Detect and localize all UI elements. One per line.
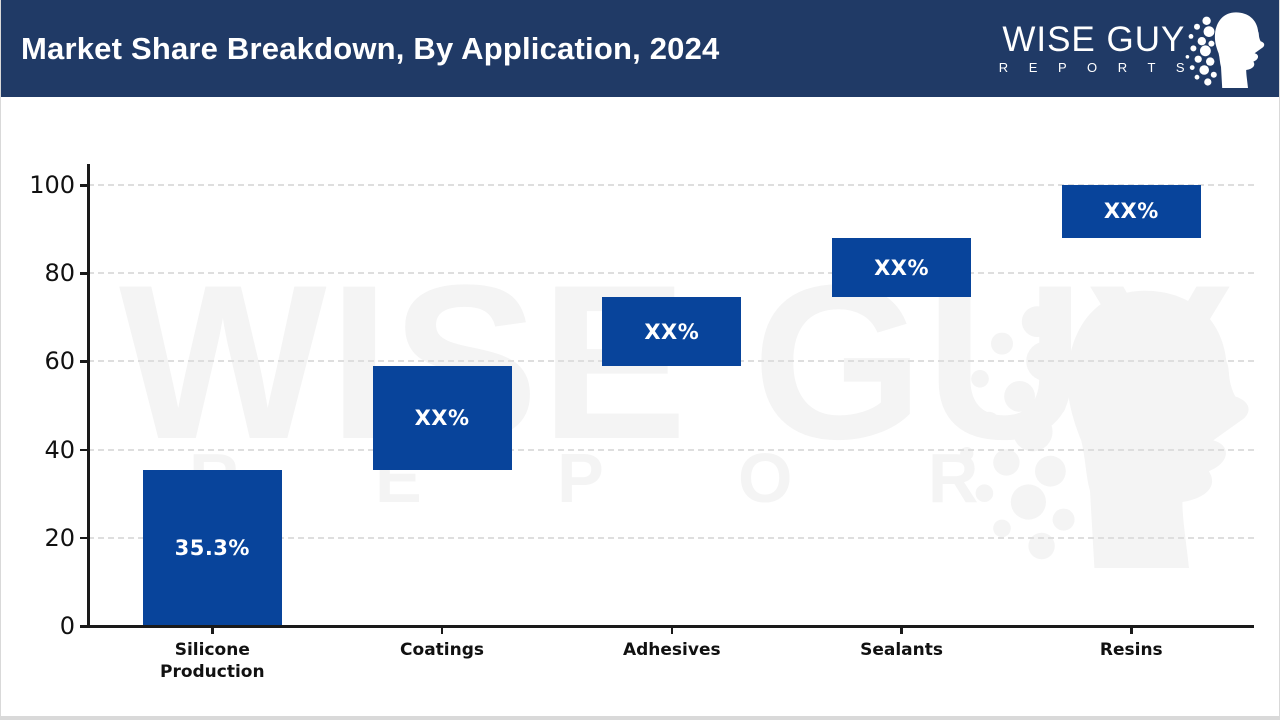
y-tick-mark-80 xyxy=(80,272,88,275)
y-tick-label-40: 40 xyxy=(44,435,75,464)
bar-value-label-adhesives: XX% xyxy=(644,319,700,344)
brand-logo: WISE GUY R E P O R T S xyxy=(995,5,1269,92)
bar-value-label-coatings: XX% xyxy=(414,406,470,431)
bar-resins: XX% xyxy=(1061,185,1201,238)
x-category-label-silicone-production: Silicone Production xyxy=(159,640,265,683)
watermark-text-reports: R E P O R T S xyxy=(189,439,1157,597)
header-bar: Market Share Breakdown, By Application, … xyxy=(1,0,1279,97)
x-category-label-sealants: Sealants xyxy=(860,640,943,660)
y-tick-label-60: 60 xyxy=(44,347,75,376)
brand-head-icon xyxy=(1185,11,1265,88)
x-tick-mark-silicone-production xyxy=(211,627,214,634)
y-tick-mark-0 xyxy=(80,625,88,628)
y-tick-mark-40 xyxy=(80,448,88,452)
gridline-100 xyxy=(88,184,1254,186)
y-tick-label-20: 20 xyxy=(44,523,75,552)
gridline-20 xyxy=(88,536,1254,539)
x-axis-line xyxy=(87,625,1254,628)
bar-value-label-silicone-production: 35.3% xyxy=(174,536,250,561)
y-tick-label-100: 100 xyxy=(29,171,75,199)
y-tick-mark-100 xyxy=(80,184,88,187)
y-tick-mark-20 xyxy=(80,536,88,540)
x-tick-mark-resins xyxy=(1130,627,1133,634)
bar-coatings: XX% xyxy=(372,365,512,471)
bar-silicone-production: 35.3% xyxy=(142,470,282,626)
brand-subname: R E P O R T S xyxy=(998,59,1193,75)
x-tick-mark-adhesives xyxy=(670,627,674,634)
y-tick-label-80: 80 xyxy=(44,259,75,288)
bar-adhesives: XX% xyxy=(602,297,742,366)
bar-value-label-resins: XX% xyxy=(1103,199,1159,224)
brand-logo-text: WISE GUY R E P O R T S xyxy=(995,20,1193,75)
x-tick-mark-coatings xyxy=(440,627,444,634)
bottom-border xyxy=(1,716,1279,720)
gridline-80 xyxy=(88,272,1254,275)
y-tick-label-0: 0 xyxy=(59,612,75,640)
bar-sealants: XX% xyxy=(832,237,972,298)
y-tick-mark-60 xyxy=(80,360,88,363)
x-tick-mark-sealants xyxy=(900,627,903,634)
x-category-label-adhesives: Adhesives xyxy=(622,640,721,660)
gridline-40 xyxy=(88,448,1254,451)
y-axis-line xyxy=(87,164,90,628)
x-category-label-coatings: Coatings xyxy=(400,640,485,660)
chart-title: Market Share Breakdown, By Application, … xyxy=(21,30,720,66)
x-category-label-resins: Resins xyxy=(1099,640,1163,660)
brand-name: WISE GUY xyxy=(1002,20,1186,60)
bar-value-label-sealants: XX% xyxy=(874,255,930,280)
